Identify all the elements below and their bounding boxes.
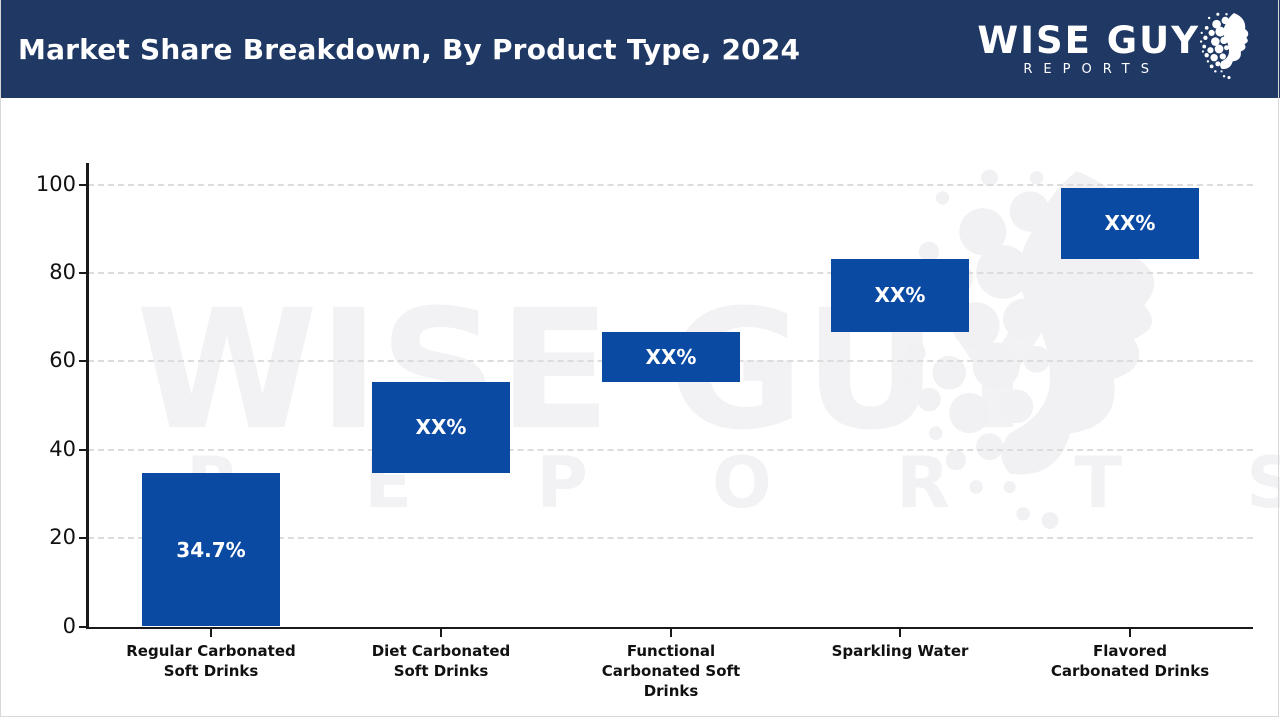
bar-value-label: XX% xyxy=(1104,211,1156,236)
bar-value-label: XX% xyxy=(645,344,697,369)
gridline-40 xyxy=(88,448,1253,451)
y-tick-label: 100 xyxy=(35,171,76,196)
x-category-label: Regular Carbonated Soft Drinks xyxy=(126,642,296,680)
x-category-label: Diet Carbonated Soft Drinks xyxy=(371,642,511,680)
header: Market Share Breakdown, By Product Type,… xyxy=(0,0,1280,98)
bar-flavored-carbonated-drinks: XX% xyxy=(1061,187,1199,259)
bar-regular-carbonated-soft-drinks: 34.7% xyxy=(142,473,280,627)
bar-value-label: XX% xyxy=(874,283,926,308)
y-tick-label: 60 xyxy=(49,348,76,373)
y-axis-tick xyxy=(79,537,87,540)
x-axis xyxy=(86,626,1253,629)
y-axis-tick xyxy=(79,360,87,363)
x-category-label: Flavored Carbonated Drinks xyxy=(1050,642,1210,680)
bar-functional-carbonated-soft-drinks: XX% xyxy=(602,331,740,382)
x-axis-tick xyxy=(210,629,212,637)
dotted-head-icon xyxy=(1198,8,1260,90)
y-tick-label: 20 xyxy=(49,525,76,550)
bar-diet-carbonated-soft-drinks: XX% xyxy=(372,381,510,474)
bar-value-label: XX% xyxy=(415,415,467,440)
gridline-100 xyxy=(88,183,1253,186)
x-axis-tick xyxy=(1129,629,1131,637)
bar-value-label: 34.7% xyxy=(176,537,246,562)
gridline-80 xyxy=(88,271,1253,274)
x-axis-tick xyxy=(670,629,672,637)
x-category-label: Sparkling Water xyxy=(831,642,969,660)
watermark-subtext: R E P O R T S xyxy=(186,442,1280,524)
x-axis-tick xyxy=(440,629,442,637)
wise-guy-logo: WISE GUY REPORTS xyxy=(977,8,1260,90)
logo-name: WISE GUY xyxy=(977,19,1200,62)
y-axis xyxy=(86,163,89,629)
logo-subtitle: REPORTS xyxy=(1023,62,1160,77)
y-axis-tick xyxy=(79,625,87,628)
x-category-label: Functional Carbonated Soft Drinks xyxy=(601,642,741,700)
y-axis-tick xyxy=(79,183,87,186)
x-axis-tick xyxy=(899,629,901,637)
y-axis-tick xyxy=(79,271,87,274)
gridline-20 xyxy=(88,537,1253,540)
page-title: Market Share Breakdown, By Product Type,… xyxy=(18,32,801,66)
y-tick-label: 0 xyxy=(62,613,76,638)
logo-text: WISE GUY REPORTS xyxy=(977,22,1200,76)
y-tick-label: 40 xyxy=(49,436,76,461)
bar-sparkling-water: XX% xyxy=(831,258,969,332)
y-axis-tick xyxy=(79,448,87,451)
y-tick-label: 80 xyxy=(49,259,76,284)
